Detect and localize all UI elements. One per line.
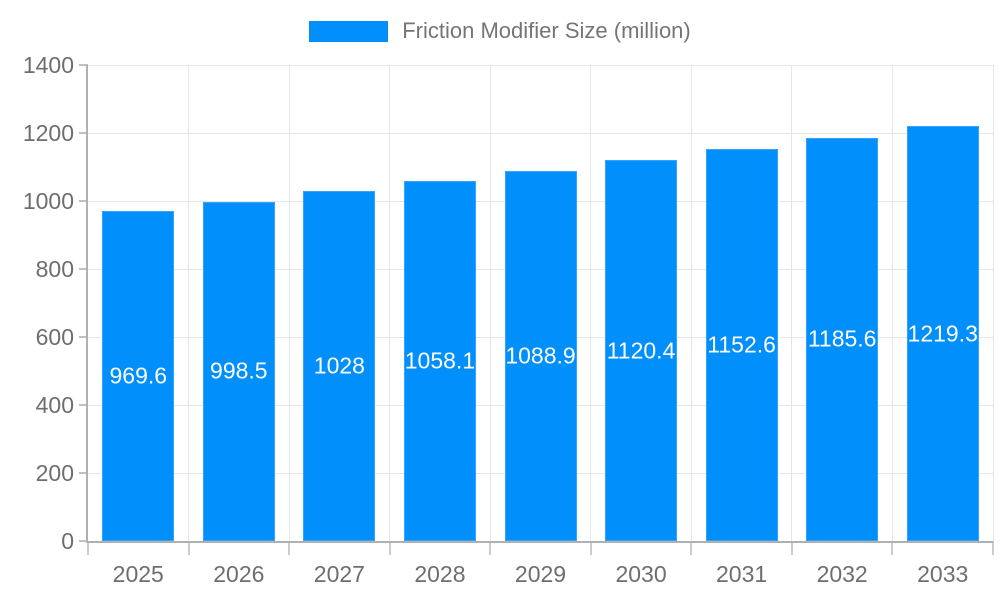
x-axis-tick — [790, 541, 793, 555]
bar-value-label: 1185.6 — [807, 325, 877, 352]
y-axis-line — [86, 65, 88, 543]
x-tick-label: 2028 — [414, 561, 466, 587]
y-axis-tick — [79, 404, 88, 406]
x-axis-tick — [992, 541, 994, 555]
y-tick-label: 800 — [35, 256, 74, 282]
gridline — [992, 65, 994, 541]
y-tick-label: 600 — [35, 324, 74, 350]
x-axis-tick — [288, 541, 291, 555]
gridline — [590, 65, 592, 541]
gridline — [389, 65, 391, 541]
y-axis-tick — [79, 540, 88, 542]
bar-value-label: 1152.6 — [707, 331, 776, 358]
x-tick-label: 2025 — [112, 561, 164, 587]
bar-2033[interactable]: 1219.3 — [906, 126, 979, 541]
y-axis-tick — [79, 64, 88, 66]
gridline — [88, 64, 993, 66]
y-tick-label: 1000 — [22, 188, 74, 214]
x-axis-tick — [87, 541, 89, 555]
y-tick-label: 200 — [35, 460, 74, 486]
gridline — [791, 65, 793, 541]
bar-2029[interactable]: 1088.9 — [504, 170, 577, 541]
bar-2026[interactable]: 998.5 — [202, 201, 275, 541]
bar-value-label: 1028 — [313, 352, 365, 379]
x-tick-label: 2033 — [917, 561, 969, 587]
gridline — [489, 65, 491, 541]
x-axis-tick — [388, 541, 391, 555]
gridline — [288, 65, 290, 541]
bar-value-label: 1219.3 — [907, 320, 978, 347]
legend-label: Friction Modifier Size (million) — [402, 18, 691, 43]
bar-value-label: 1120.4 — [606, 337, 676, 364]
x-axis-tick — [187, 541, 190, 555]
x-tick-label: 2031 — [716, 561, 768, 587]
gridline — [690, 65, 692, 541]
gridline — [88, 132, 993, 134]
bar-value-label: 1088.9 — [505, 342, 576, 369]
x-tick-label: 2026 — [213, 561, 265, 587]
bar-value-label: 998.5 — [210, 357, 268, 384]
y-axis-tick — [79, 472, 88, 474]
y-axis-tick — [79, 200, 88, 202]
gridline — [188, 65, 190, 541]
y-axis-tick — [79, 132, 88, 134]
bar-value-label: 969.6 — [109, 362, 168, 389]
legend[interactable]: Friction Modifier Size (million) — [0, 18, 1000, 44]
y-tick-label: 400 — [35, 392, 74, 418]
y-tick-label: 1200 — [22, 120, 74, 146]
x-tick-label: 2030 — [615, 561, 667, 587]
x-tick-label: 2029 — [514, 561, 567, 587]
y-tick-label: 0 — [61, 528, 74, 554]
x-tick-label: 2027 — [313, 561, 365, 587]
bar-2025[interactable]: 969.6 — [102, 211, 175, 541]
bar-2030[interactable]: 1120.4 — [605, 160, 678, 541]
x-axis-line — [86, 541, 993, 543]
x-tick-label: 2032 — [816, 561, 868, 587]
x-axis-tick — [690, 541, 693, 555]
bar-2031[interactable]: 1152.6 — [705, 149, 778, 541]
bar-2027[interactable]: 1028 — [303, 191, 376, 541]
y-axis-tick — [79, 336, 88, 338]
y-axis-tick — [79, 268, 88, 270]
x-axis-tick — [891, 541, 894, 555]
legend-swatch — [309, 20, 389, 42]
x-axis-tick — [589, 541, 592, 555]
y-tick-label: 1400 — [22, 52, 74, 78]
bar-2028[interactable]: 1058.1 — [403, 181, 476, 541]
gridline — [891, 65, 893, 541]
bar-value-label: 1058.1 — [404, 347, 476, 374]
x-axis-tick — [489, 541, 492, 555]
bar-2032[interactable]: 1185.6 — [806, 137, 879, 541]
